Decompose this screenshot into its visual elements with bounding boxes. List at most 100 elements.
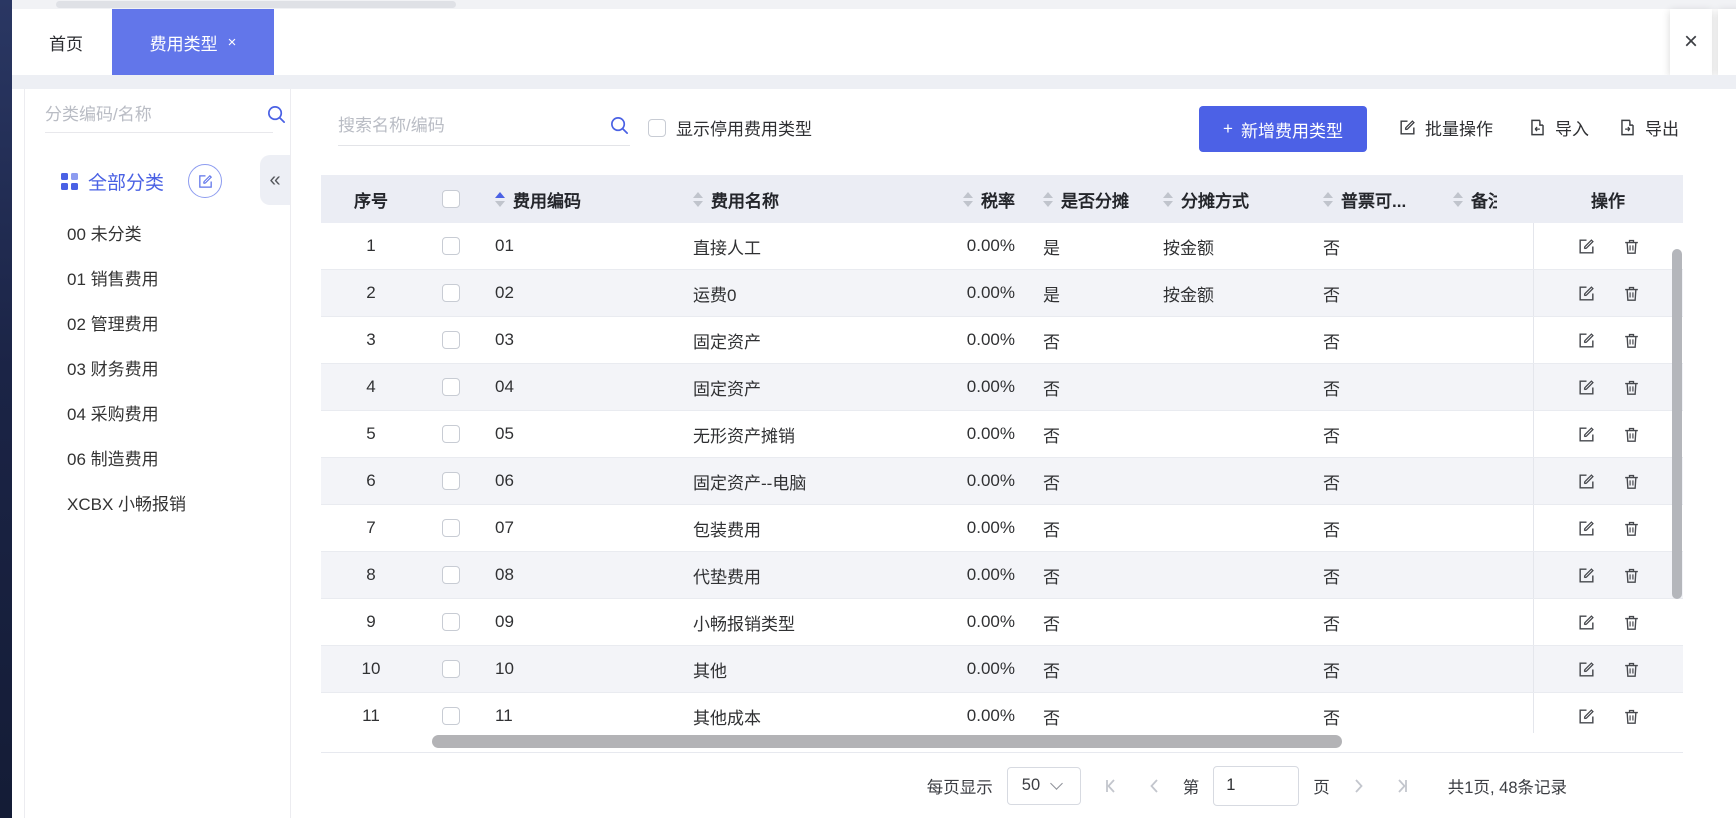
import-button[interactable]: 导入 [1528,115,1589,140]
header-seq[interactable]: 序号 [354,191,388,211]
sort-carets-icon[interactable] [1163,191,1173,207]
category-item[interactable]: 06 制造费用 [25,435,290,480]
row-checkbox[interactable] [442,613,460,631]
row-checkbox[interactable] [442,707,460,725]
window-expand-button[interactable] [1718,9,1736,75]
page-prefix-label: 第 [1182,778,1200,797]
row-checkbox[interactable] [442,331,460,349]
row-delete-button[interactable] [1622,660,1641,679]
category-item[interactable]: 00 未分类 [25,210,290,255]
add-expense-type-button[interactable]: + 新增费用类型 [1199,106,1367,152]
edit-square-icon [1400,120,1415,135]
cell-method [1151,505,1311,551]
row-checkbox[interactable] [442,660,460,678]
cell-rate: 0.00% [966,377,1015,396]
cell-code: 07 [495,518,514,537]
row-edit-button[interactable] [1577,284,1596,303]
cell-name: 代垫费用 [693,567,761,587]
sort-carets-icon[interactable] [1043,191,1053,207]
category-item[interactable]: 03 财务费用 [25,345,290,390]
top-scrollbar-thumb[interactable] [56,1,456,8]
row-checkbox[interactable] [442,519,460,537]
cell-remark [1441,317,1533,363]
row-edit-button[interactable] [1577,425,1596,444]
last-page-button[interactable] [1394,777,1412,795]
edit-icon [1578,379,1594,395]
row-delete-button[interactable] [1622,519,1641,538]
page-number-input[interactable] [1213,765,1300,806]
window-close-button[interactable]: × [1670,9,1712,75]
row-delete-button[interactable] [1622,425,1641,444]
show-disabled-checkbox[interactable] [648,118,666,137]
category-root-label[interactable]: 全部分类 [88,172,165,194]
header-rate[interactable]: 税率 [921,175,1031,223]
row-edit-button[interactable] [1577,660,1596,679]
row-delete-button[interactable] [1622,566,1641,585]
cell-code: 11 [495,706,513,725]
select-all-checkbox[interactable] [442,190,460,208]
row-edit-button[interactable] [1577,613,1596,632]
category-item[interactable]: XCBX 小畅报销 [25,480,290,525]
row-checkbox[interactable] [442,472,460,490]
row-edit-button[interactable] [1577,472,1596,491]
row-delete-button[interactable] [1622,707,1641,726]
row-checkbox[interactable] [442,425,460,443]
row-edit-button[interactable] [1577,566,1596,585]
row-checkbox[interactable] [442,284,460,302]
row-edit-button[interactable] [1577,519,1596,538]
row-checkbox[interactable] [442,237,460,255]
category-search-input[interactable] [45,104,266,125]
next-page-button[interactable] [1350,777,1368,795]
row-delete-button[interactable] [1622,472,1641,491]
search-icon[interactable] [266,104,287,125]
trash-icon [1624,333,1638,348]
header-name[interactable]: 费用名称 [681,175,921,223]
cell-select [421,599,481,645]
category-item[interactable]: 01 销售费用 [25,255,290,300]
header-invoice[interactable]: 普票可... [1311,175,1441,223]
cell-name: 固定资产 [693,379,761,399]
category-item[interactable]: 02 管理费用 [25,300,290,345]
sort-carets-icon[interactable] [963,191,973,207]
row-checkbox[interactable] [442,378,460,396]
sort-carets-icon[interactable] [1323,191,1333,207]
row-delete-button[interactable] [1622,331,1641,350]
sort-carets-icon[interactable] [1453,191,1463,207]
show-disabled-toggle[interactable]: 显示停用费用类型 [648,115,812,140]
row-edit-button[interactable] [1577,707,1596,726]
row-checkbox[interactable] [442,566,460,584]
prev-page-button[interactable] [1145,777,1163,795]
header-method[interactable]: 分摊方式 [1151,175,1311,223]
row-delete-button[interactable] [1622,237,1641,256]
tab-close-icon[interactable]: × [227,33,237,51]
export-button[interactable]: 导出 [1618,115,1679,140]
search-icon[interactable] [609,115,630,136]
header-code[interactable]: 费用编码 [481,175,681,223]
chevron-left-icon [1150,778,1158,793]
table-horizontal-scrollbar[interactable] [432,735,1342,748]
row-edit-button[interactable] [1577,378,1596,397]
sidebar-collapse-button[interactable]: « [260,155,290,205]
header-remark[interactable]: 备注 [1441,175,1533,223]
header-share[interactable]: 是否分摊 [1031,175,1151,223]
sort-carets-icon[interactable] [693,191,703,207]
table-row: 2 02 运费0 0.00% 是 按金额 否 [321,270,1683,317]
table-vertical-scrollbar[interactable] [1672,249,1682,599]
edit-categories-button[interactable] [188,164,223,198]
top-scrollbar-track [12,0,1736,9]
sort-carets-icon[interactable] [495,191,505,207]
row-edit-button[interactable] [1577,237,1596,256]
row-delete-button[interactable] [1622,613,1641,632]
row-edit-button[interactable] [1577,331,1596,350]
tab-home[interactable]: 首页 [20,9,112,75]
expense-search-input[interactable] [338,115,609,136]
per-page-select[interactable]: 50 [1006,766,1081,805]
tab-expense-type[interactable]: 费用类型 × [112,9,274,75]
first-page-button[interactable] [1101,777,1119,795]
batch-operations-button[interactable]: 批量操作 [1398,115,1493,140]
row-delete-button[interactable] [1622,378,1641,397]
show-disabled-label: 显示停用费用类型 [676,120,812,139]
cell-rate: 0.00% [966,471,1015,490]
category-item[interactable]: 04 采购费用 [25,390,290,435]
row-delete-button[interactable] [1622,284,1641,303]
